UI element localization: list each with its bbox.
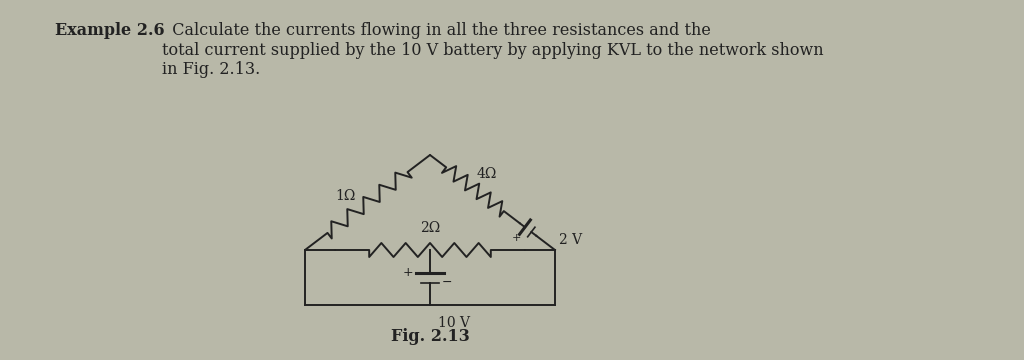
Text: 1Ω: 1Ω xyxy=(335,189,355,203)
Text: 2 V: 2 V xyxy=(558,233,582,247)
Text: 4Ω: 4Ω xyxy=(477,167,498,181)
Text: 10 V: 10 V xyxy=(438,316,470,330)
Text: +: + xyxy=(512,233,521,243)
Text: Fig. 2.13: Fig. 2.13 xyxy=(390,328,469,345)
Text: Example 2.6: Example 2.6 xyxy=(55,22,165,39)
Text: 2Ω: 2Ω xyxy=(420,221,440,235)
Text: −: − xyxy=(441,276,453,289)
Text: +: + xyxy=(402,266,414,279)
Text: Calculate the currents flowing in all the three resistances and the
total curren: Calculate the currents flowing in all th… xyxy=(162,22,823,78)
